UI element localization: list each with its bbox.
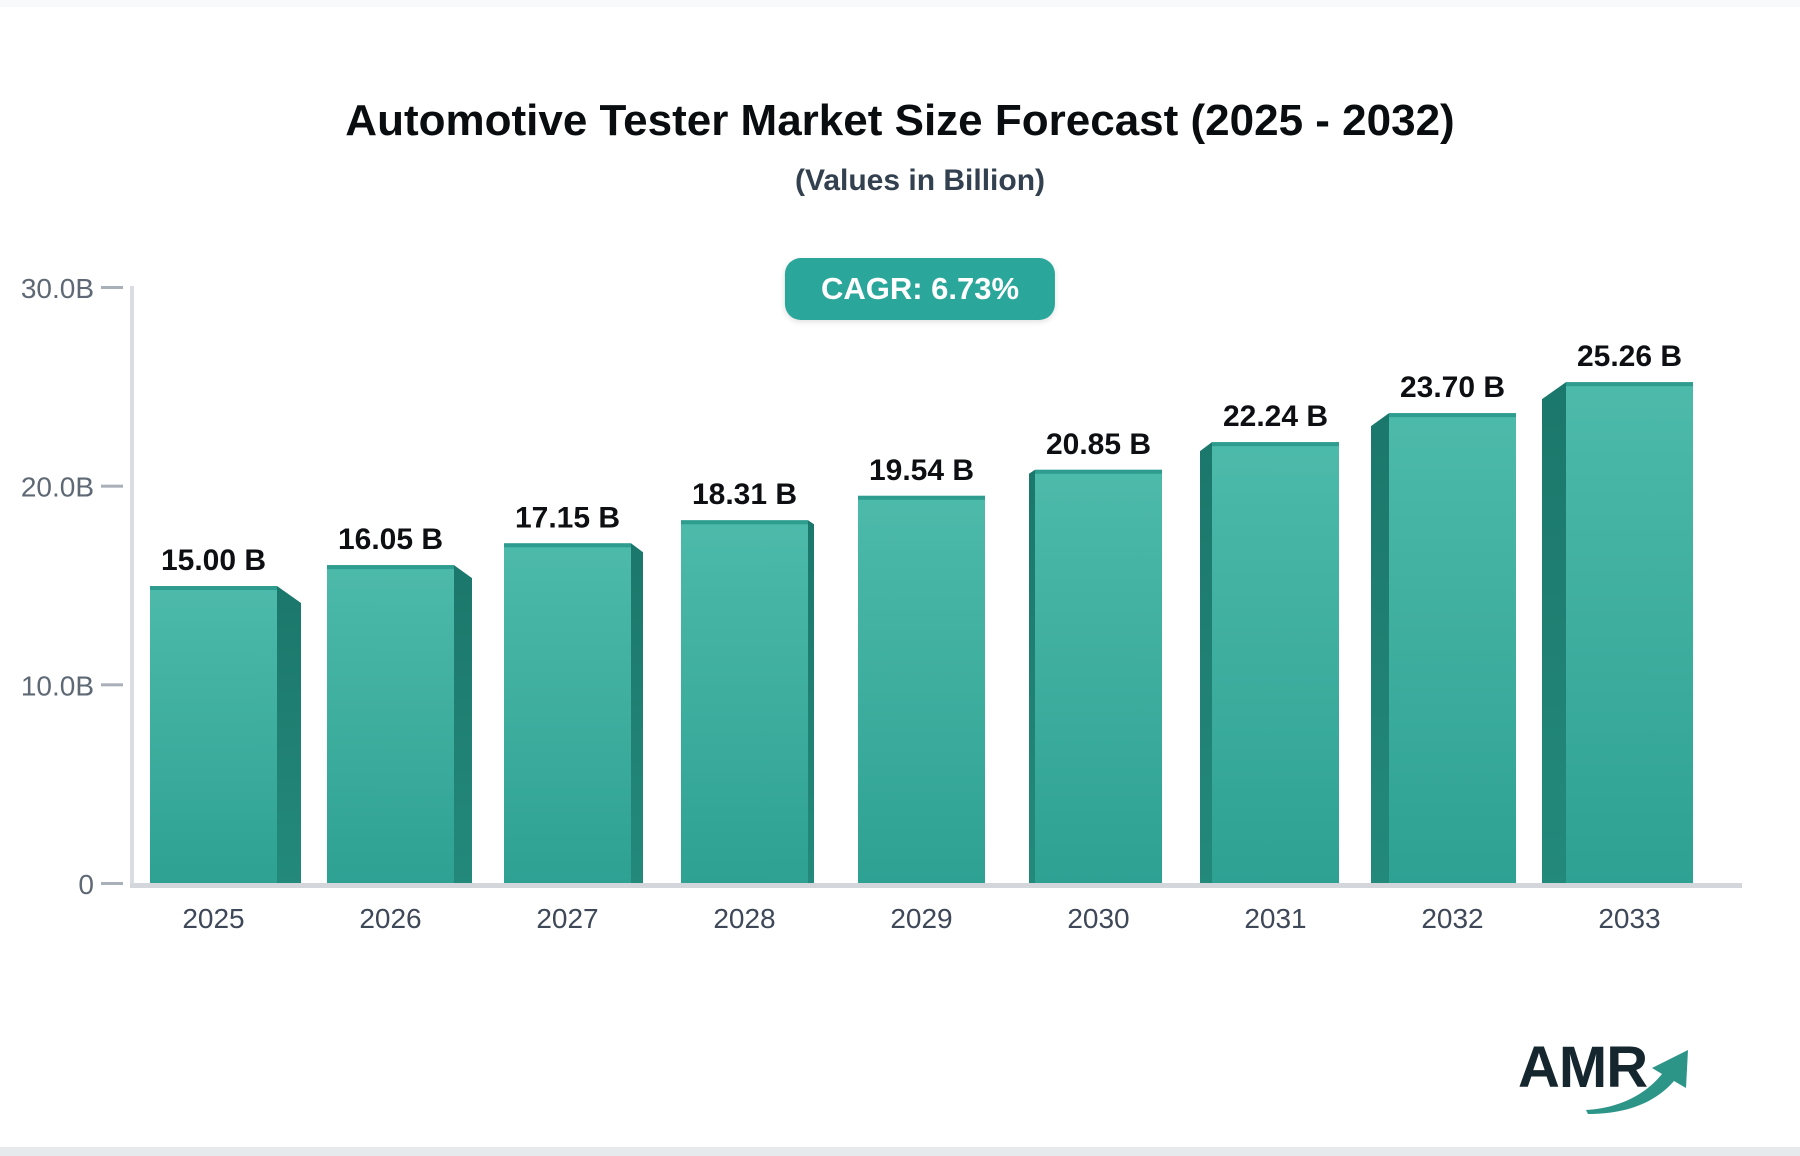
bar-face xyxy=(1212,442,1339,884)
y-axis-tick xyxy=(101,683,123,687)
bar-face xyxy=(1566,382,1693,884)
bar-value-label: 22.24 B xyxy=(1223,400,1328,433)
amr-logo-text: AMR xyxy=(1518,1035,1648,1100)
x-axis-label: 2029 xyxy=(890,903,952,934)
bar-face xyxy=(1035,469,1162,884)
y-axis-line xyxy=(130,286,134,886)
x-axis-label: 2033 xyxy=(1598,903,1660,934)
x-axis-label: 2030 xyxy=(1067,903,1129,934)
x-axis-label: 2031 xyxy=(1244,903,1306,934)
bar-value-label: 16.05 B xyxy=(338,523,443,556)
x-axis-label: 2032 xyxy=(1421,903,1483,934)
bar-2032: 23.70 B 2032 xyxy=(1371,371,1516,934)
bar-2027: 17.15 B 2027 xyxy=(504,501,643,934)
bar-top-edge xyxy=(1035,469,1162,474)
bar-2031: 22.24 B 2031 xyxy=(1200,400,1339,934)
bar-2033: 25.26 B 2033 xyxy=(1542,340,1693,934)
bar-face xyxy=(858,495,985,884)
bar-side-face xyxy=(277,586,301,884)
chart-title: Automotive Tester Market Size Forecast (… xyxy=(345,96,1455,145)
x-axis-label: 2027 xyxy=(536,903,598,934)
x-axis-label: 2026 xyxy=(359,903,421,934)
bar-2029: 19.54 B 2029 xyxy=(858,454,985,934)
growth-arrow-icon xyxy=(1586,1050,1688,1114)
bar-top-edge xyxy=(858,495,985,500)
bar-value-label: 20.85 B xyxy=(1046,428,1151,461)
page-top-strip xyxy=(0,0,1800,7)
bar-value-label: 17.15 B xyxy=(515,501,620,534)
bar-2028: 18.31 B 2028 xyxy=(681,478,814,934)
bar-top-edge xyxy=(150,586,277,590)
bar-value-label: 18.31 B xyxy=(692,478,797,511)
bar-face xyxy=(1389,413,1516,884)
bar-side-face xyxy=(1371,413,1389,884)
bar-side-face xyxy=(454,565,472,884)
bar-face xyxy=(150,586,277,884)
y-axis-tick xyxy=(101,484,123,488)
bar-value-label: 15.00 B xyxy=(161,544,266,577)
bar-top-edge xyxy=(681,520,808,525)
amr-logo: AMR xyxy=(1518,1034,1698,1114)
bar-face xyxy=(681,520,808,884)
bar-side-face xyxy=(1200,442,1212,884)
y-axis-label: 30.0B xyxy=(21,273,94,304)
y-axis-tick xyxy=(101,286,123,289)
bar-2026: 16.05 B 2026 xyxy=(327,523,472,934)
y-axis-label: 20.0B xyxy=(21,472,94,503)
y-axis-label: 0 xyxy=(78,869,94,900)
bar-top-edge xyxy=(327,565,454,570)
chart-subtitle: (Values in Billion) xyxy=(794,164,1046,197)
bar-2030: 20.85 B 2030 xyxy=(1029,428,1162,934)
bar-2025: 15.00 B 2025 xyxy=(150,544,301,934)
bar-top-edge xyxy=(1566,382,1693,387)
y-axis-label: 10.0B xyxy=(21,670,94,701)
bar-top-edge xyxy=(1389,413,1516,418)
x-axis-label: 2025 xyxy=(182,903,244,934)
bar-side-face xyxy=(631,543,643,884)
y-axis-tick xyxy=(101,882,123,885)
page-bottom-strip xyxy=(0,1147,1800,1156)
x-axis-label: 2028 xyxy=(713,903,775,934)
bar-side-face xyxy=(1029,469,1035,884)
bar-top-edge xyxy=(1212,442,1339,447)
cagr-badge: CAGR: 6.73% xyxy=(784,258,1056,320)
bar-face xyxy=(327,565,454,884)
bar-value-label: 23.70 B xyxy=(1400,371,1505,404)
bar-top-edge xyxy=(504,543,631,548)
bar-face xyxy=(504,543,631,884)
bar-side-face xyxy=(808,520,814,884)
bar-value-label: 25.26 B xyxy=(1577,340,1682,373)
bar-value-label: 19.54 B xyxy=(869,454,974,487)
x-axis-line xyxy=(130,883,1742,888)
bar-side-face xyxy=(1542,382,1566,884)
